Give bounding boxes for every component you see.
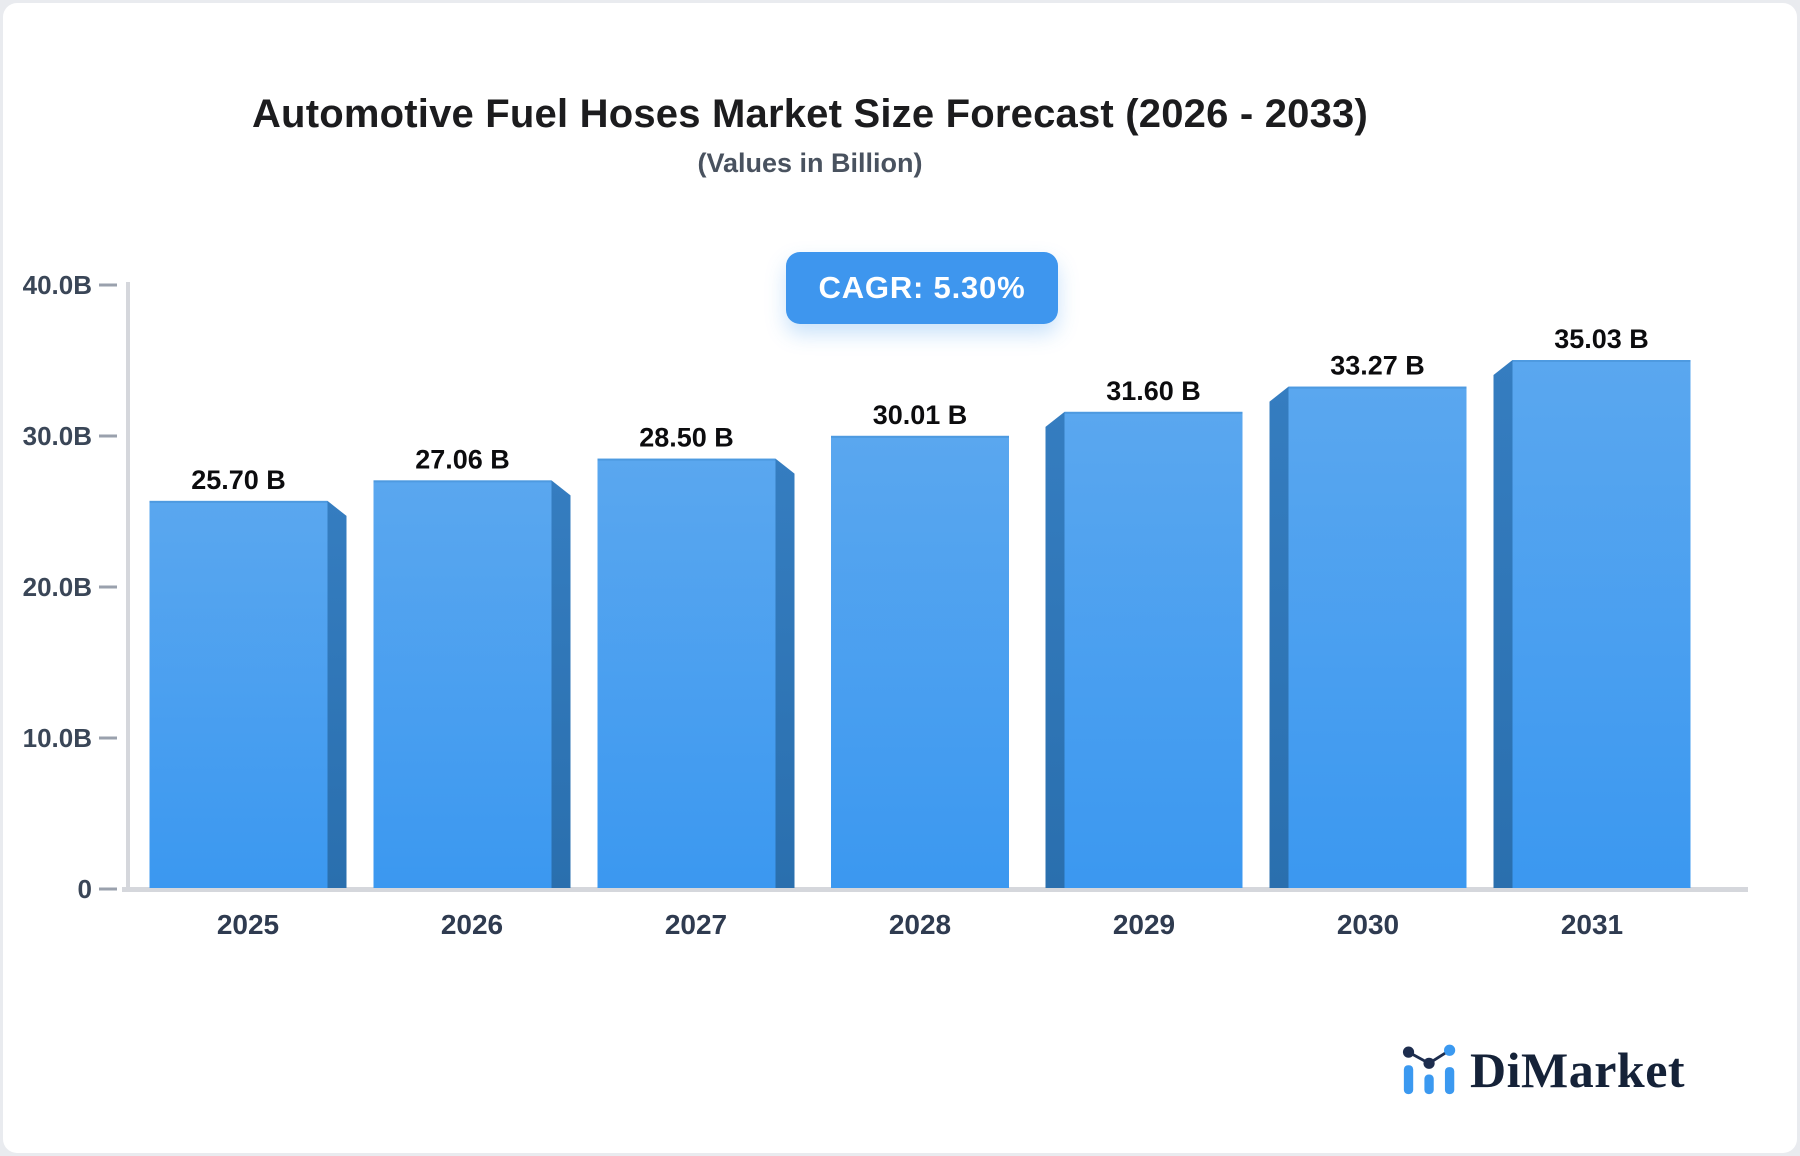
bar-face	[373, 480, 552, 888]
bar-value-label: 27.06 B	[415, 444, 510, 474]
labels-group: 25.70 B 2025 27.06 B 2026 28.50 B 2027 30.01 B…	[191, 324, 1649, 940]
bar-2030	[1269, 386, 1467, 888]
bar-face	[149, 500, 328, 888]
bar-value-label: 33.27 B	[1330, 351, 1425, 381]
logo-dot-middle	[1423, 1057, 1435, 1069]
y-tick-label: 10.0B	[23, 723, 92, 753]
y-tick-label: 30.0B	[23, 421, 92, 451]
bar-face	[831, 435, 1009, 888]
y-axis-tick	[99, 736, 117, 740]
x-tick-label: 2031	[1561, 909, 1623, 940]
bar-side	[1045, 411, 1065, 888]
bar-value-label: 31.60 B	[1106, 376, 1201, 406]
x-tick-label: 2025	[217, 909, 279, 940]
logo-dot-right	[1444, 1044, 1456, 1056]
axis-group: 0 10.0B 20.0B 30.0B 40.0B	[23, 270, 1748, 904]
dimarket-logo-text: DiMarket	[1470, 1042, 1686, 1098]
y-axis-tick	[99, 585, 117, 589]
x-tick-label: 2026	[441, 909, 503, 940]
chart-title: Automotive Fuel Hoses Market Size Foreca…	[251, 92, 1369, 136]
dimarket-logo-icon	[1402, 1044, 1456, 1095]
logo-bar-right	[1444, 1067, 1455, 1095]
bar-face	[597, 458, 776, 888]
cagr-badge: CAGR: 5.30%	[786, 252, 1058, 324]
bar-2027	[597, 458, 795, 888]
bar-2026	[373, 480, 571, 888]
x-axis-line	[122, 887, 1748, 892]
bar-value-label: 25.70 B	[191, 465, 286, 495]
bar-value-label: 28.50 B	[639, 423, 734, 453]
y-axis-tick	[99, 283, 117, 287]
y-tick-label: 0	[78, 874, 92, 904]
x-tick-label: 2029	[1113, 909, 1175, 940]
y-tick-label: 20.0B	[23, 572, 92, 602]
dimarket-logo: DiMarket	[1402, 1040, 1685, 1096]
bar-face	[1512, 360, 1691, 888]
bar-2031	[1493, 360, 1691, 888]
x-tick-label: 2028	[889, 909, 951, 940]
y-tick-label: 40.0B	[23, 270, 92, 300]
bar-side	[1269, 386, 1289, 888]
y-axis-line	[126, 282, 130, 892]
y-axis-tick	[99, 887, 117, 891]
y-axis-tick	[99, 434, 117, 438]
chart-subtitle: (Values in Billion)	[697, 148, 923, 178]
bar-value-label: 30.01 B	[873, 400, 968, 430]
bar-side	[551, 480, 571, 888]
bars-group	[149, 360, 1691, 888]
x-tick-label: 2030	[1337, 909, 1399, 940]
logo-bar-left	[1403, 1065, 1414, 1095]
logo-bar-middle	[1424, 1074, 1434, 1095]
x-tick-label: 2027	[665, 909, 727, 940]
bar-2025	[149, 500, 347, 888]
bar-2028	[831, 435, 1009, 888]
bar-value-label: 35.03 B	[1554, 324, 1649, 354]
logo-dot-left	[1402, 1046, 1415, 1058]
bar-face	[1064, 411, 1243, 888]
bar-side	[327, 500, 347, 888]
bar-face	[1288, 386, 1467, 888]
bar-2029	[1045, 411, 1243, 888]
bar-side	[1493, 360, 1513, 888]
bar-side	[775, 458, 795, 888]
